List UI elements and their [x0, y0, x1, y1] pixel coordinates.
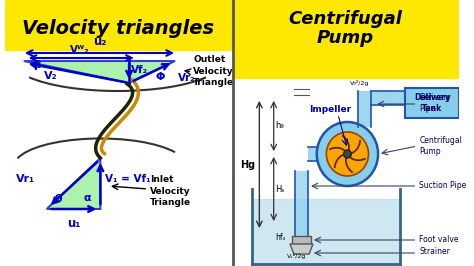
- Text: β: β: [33, 60, 41, 70]
- Text: Vₛ²/2g: Vₛ²/2g: [287, 253, 306, 259]
- Bar: [252, 199, 400, 264]
- Text: Delivery
Tank: Delivery Tank: [414, 93, 450, 113]
- Bar: [234, 0, 458, 78]
- Text: Vf₂: Vf₂: [131, 65, 148, 75]
- Text: V₂: V₂: [44, 71, 57, 81]
- Circle shape: [344, 150, 351, 158]
- Text: Inlet
Velocity
Triangle: Inlet Velocity Triangle: [150, 175, 191, 207]
- Text: Hₛ: Hₛ: [275, 185, 285, 193]
- Text: V₉²/2g: V₉²/2g: [350, 80, 370, 86]
- Text: u₁: u₁: [67, 217, 80, 230]
- Bar: [295, 171, 308, 238]
- Text: Outlet
Velocity
Triangle: Outlet Velocity Triangle: [193, 55, 234, 87]
- Text: Vᵂ₂: Vᵂ₂: [71, 45, 90, 55]
- Text: Pump: Pump: [317, 29, 374, 47]
- Text: Foot valve: Foot valve: [419, 235, 459, 244]
- Polygon shape: [290, 244, 313, 254]
- Polygon shape: [47, 158, 100, 209]
- Text: α: α: [83, 193, 91, 203]
- Bar: [292, 236, 311, 244]
- Bar: [358, 91, 372, 127]
- Text: u₂: u₂: [93, 35, 106, 48]
- Bar: [5, 50, 232, 266]
- Text: Strainer: Strainer: [419, 247, 450, 256]
- Text: h₉: h₉: [275, 122, 284, 131]
- Text: Vr₁: Vr₁: [16, 173, 35, 184]
- Text: Velocity triangles: Velocity triangles: [21, 19, 214, 38]
- Bar: [308, 147, 317, 161]
- Polygon shape: [24, 61, 175, 83]
- Bar: [234, 78, 458, 266]
- Circle shape: [317, 122, 378, 186]
- Circle shape: [327, 132, 368, 176]
- Text: hfₛ: hfₛ: [275, 234, 286, 243]
- Text: Hg: Hg: [240, 160, 255, 169]
- Text: θ: θ: [55, 194, 62, 204]
- Text: Impeller: Impeller: [309, 105, 351, 114]
- Text: V₁ = Vf₁: V₁ = Vf₁: [105, 173, 151, 184]
- Text: Φ: Φ: [155, 72, 164, 82]
- Text: Centrifugal
Pump: Centrifugal Pump: [419, 136, 462, 156]
- Text: Suction Pipe: Suction Pipe: [419, 181, 466, 190]
- Text: Centrifugal: Centrifugal: [289, 10, 402, 28]
- Bar: [372, 91, 405, 105]
- Text: Vr₂: Vr₂: [178, 73, 196, 83]
- Bar: [405, 88, 458, 118]
- Text: Delivery
Pipe: Delivery Pipe: [419, 93, 451, 113]
- Bar: [5, 0, 232, 50]
